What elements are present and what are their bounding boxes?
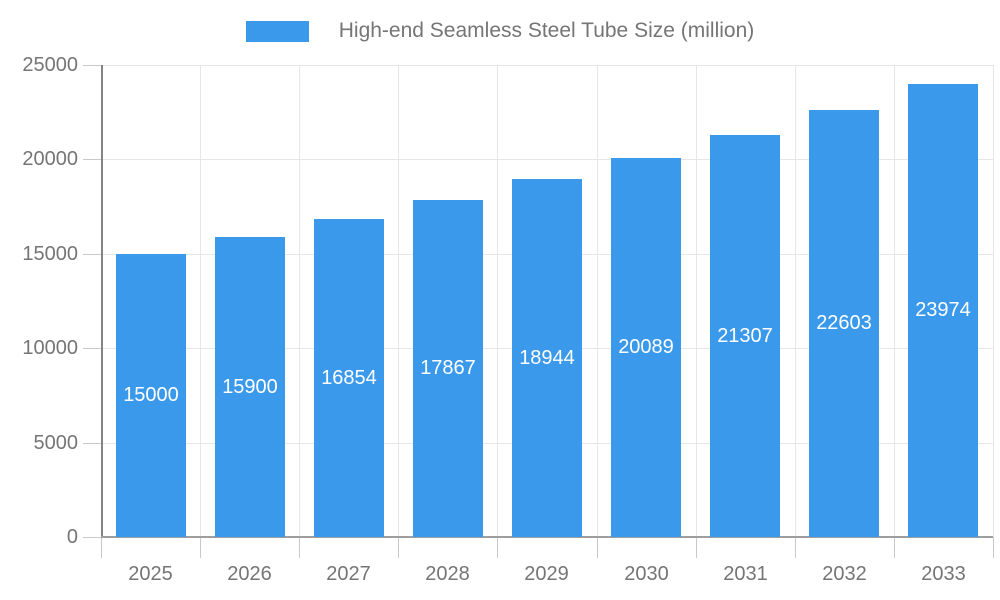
bar-value-label: 21307	[717, 324, 773, 347]
bar-value-label: 18944	[519, 346, 575, 369]
y-axis-tick-label: 20000	[22, 148, 78, 170]
y-tick-mark	[83, 159, 101, 160]
x-tick-mark	[497, 537, 498, 558]
v-gridline	[993, 65, 994, 537]
y-tick-mark	[83, 443, 101, 444]
x-axis-tick-label: 2028	[425, 563, 470, 585]
x-axis-tick-label: 2031	[723, 563, 768, 585]
legend-title: High-end Seamless Steel Tube Size (milli…	[338, 19, 755, 42]
v-gridline	[894, 65, 895, 537]
v-gridline	[398, 65, 399, 537]
x-axis-tick-label: 2030	[624, 563, 669, 585]
x-axis-tick-label: 2029	[524, 563, 569, 585]
v-gridline	[795, 65, 796, 537]
legend-swatch	[245, 20, 309, 42]
bar-2029[interactable]: 18944	[512, 179, 582, 537]
h-gridline	[101, 65, 993, 66]
x-tick-mark	[696, 537, 697, 558]
x-tick-mark	[597, 537, 598, 558]
bar-2027[interactable]: 16854	[314, 219, 384, 537]
bar-value-label: 20089	[618, 336, 674, 358]
x-axis-tick-label: 2032	[822, 563, 867, 585]
y-axis-tick-label: 5000	[33, 432, 79, 454]
x-axis-line	[101, 536, 993, 538]
x-tick-mark	[993, 537, 994, 558]
bar-2033[interactable]: 23974	[908, 84, 978, 537]
legend[interactable]: High-end Seamless Steel Tube Size (milli…	[0, 17, 1000, 45]
bar-2032[interactable]: 22603	[809, 110, 879, 537]
bar-value-label: 23974	[915, 299, 971, 321]
bar-2031[interactable]: 21307	[710, 135, 780, 537]
x-axis-tick-label: 2025	[128, 563, 173, 585]
v-gridline	[696, 65, 697, 537]
v-gridline	[200, 65, 201, 537]
x-tick-mark	[795, 537, 796, 558]
v-gridline	[597, 65, 598, 537]
x-axis-tick-label: 2033	[921, 563, 966, 585]
bar-2025[interactable]: 15000	[116, 254, 186, 537]
y-axis-tick-label: 0	[66, 526, 78, 548]
y-tick-mark	[83, 348, 101, 349]
y-axis-tick-label: 25000	[22, 54, 78, 76]
y-tick-mark	[83, 254, 101, 255]
bar-value-label: 15000	[123, 384, 179, 406]
x-tick-mark	[200, 537, 201, 558]
y-tick-mark	[83, 537, 101, 538]
x-tick-mark	[398, 537, 399, 558]
v-gridline	[299, 65, 300, 537]
bar-value-label: 16854	[321, 366, 377, 389]
bar-2030[interactable]: 20089	[611, 158, 681, 537]
bar-value-label: 22603	[816, 312, 872, 334]
x-axis-tick-label: 2026	[227, 563, 272, 585]
h-gridline	[101, 159, 993, 160]
bar-value-label: 17867	[420, 357, 476, 379]
x-tick-mark	[299, 537, 300, 558]
bar-2026[interactable]: 15900	[215, 237, 285, 537]
x-tick-mark	[894, 537, 895, 558]
x-tick-mark	[101, 537, 102, 558]
bar-value-label: 15900	[222, 375, 278, 398]
bar-2028[interactable]: 17867	[413, 200, 483, 537]
y-axis-tick-label: 15000	[22, 243, 78, 265]
y-axis-tick-label: 10000	[22, 337, 78, 359]
x-axis-tick-label: 2027	[326, 563, 371, 585]
y-axis-line	[101, 65, 103, 537]
v-gridline	[497, 65, 498, 537]
y-tick-mark	[83, 65, 101, 66]
